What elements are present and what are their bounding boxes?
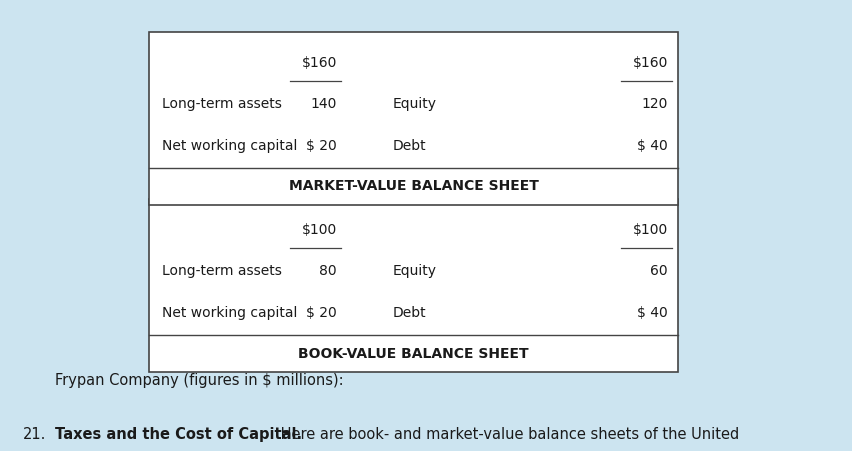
Text: $ 20: $ 20: [306, 138, 337, 152]
Text: Debt: Debt: [392, 138, 426, 152]
Text: Taxes and the Cost of Capital.: Taxes and the Cost of Capital.: [55, 426, 302, 441]
Text: MARKET-VALUE BALANCE SHEET: MARKET-VALUE BALANCE SHEET: [289, 179, 538, 193]
Text: $160: $160: [632, 55, 667, 69]
Text: $160: $160: [302, 55, 337, 69]
Text: $ 40: $ 40: [636, 138, 667, 152]
Text: $100: $100: [302, 222, 337, 236]
Text: Equity: Equity: [392, 264, 436, 277]
Text: Net working capital: Net working capital: [162, 138, 297, 152]
Text: Debt: Debt: [392, 305, 426, 319]
Text: Frypan Company (figures in $ millions):: Frypan Company (figures in $ millions):: [55, 372, 343, 387]
Text: Long-term assets: Long-term assets: [162, 97, 282, 110]
Text: 21.: 21.: [23, 426, 46, 441]
Text: Long-term assets: Long-term assets: [162, 264, 282, 277]
Text: 140: 140: [310, 97, 337, 110]
Text: $ 40: $ 40: [636, 305, 667, 319]
Text: $100: $100: [632, 222, 667, 236]
Text: BOOK-VALUE BALANCE SHEET: BOOK-VALUE BALANCE SHEET: [298, 346, 528, 360]
Text: 80: 80: [319, 264, 337, 277]
Text: 60: 60: [649, 264, 667, 277]
Text: 120: 120: [641, 97, 667, 110]
Text: Here are book- and market-value balance sheets of the United: Here are book- and market-value balance …: [275, 426, 738, 441]
Text: $ 20: $ 20: [306, 305, 337, 319]
Text: Net working capital: Net working capital: [162, 305, 297, 319]
Text: Equity: Equity: [392, 97, 436, 110]
